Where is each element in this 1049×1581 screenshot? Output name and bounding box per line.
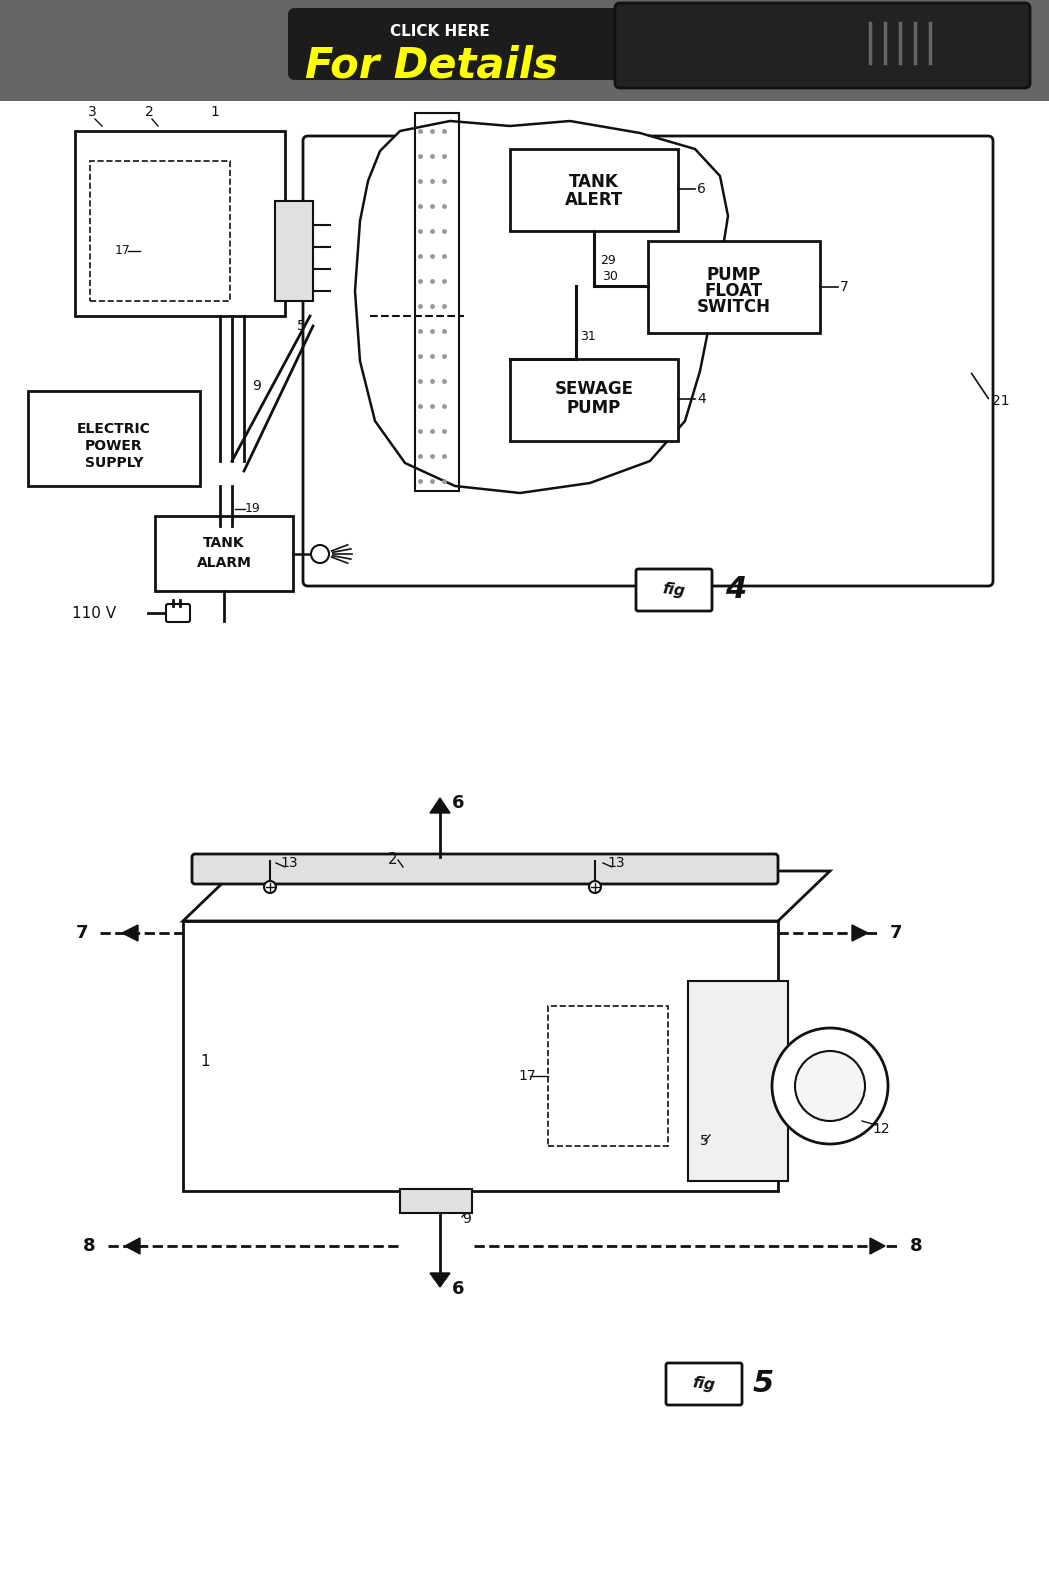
- Circle shape: [795, 1051, 865, 1121]
- Text: 7: 7: [840, 280, 849, 294]
- Polygon shape: [183, 871, 830, 922]
- Text: 17: 17: [518, 1069, 536, 1083]
- Text: ALARM: ALARM: [196, 557, 252, 571]
- Text: 13: 13: [607, 855, 624, 870]
- Text: 2: 2: [388, 852, 398, 866]
- Polygon shape: [122, 925, 138, 941]
- Polygon shape: [430, 798, 450, 813]
- Bar: [510, 359, 678, 441]
- Bar: [74, 131, 285, 316]
- Text: 17: 17: [115, 245, 131, 258]
- Text: 5: 5: [700, 1134, 709, 1148]
- Text: 7: 7: [890, 923, 902, 942]
- Text: 13: 13: [280, 855, 298, 870]
- Text: ALERT: ALERT: [564, 191, 623, 209]
- Text: 1: 1: [210, 104, 219, 119]
- FancyBboxPatch shape: [166, 604, 190, 621]
- FancyBboxPatch shape: [666, 1363, 742, 1406]
- Bar: [400, 1189, 472, 1213]
- Text: 29: 29: [600, 255, 616, 267]
- Circle shape: [264, 881, 276, 893]
- Bar: [0, 721, 1049, 1481]
- Text: 30: 30: [602, 269, 618, 283]
- Text: fig: fig: [662, 580, 686, 599]
- Text: 6: 6: [697, 182, 706, 196]
- Circle shape: [772, 1028, 889, 1145]
- Text: CLICK HERE: CLICK HERE: [390, 24, 490, 38]
- Bar: [688, 980, 788, 1181]
- Polygon shape: [870, 1238, 885, 1254]
- Polygon shape: [355, 122, 728, 493]
- Text: 7: 7: [76, 923, 88, 942]
- Text: SWITCH: SWITCH: [697, 297, 771, 316]
- Text: PUMP: PUMP: [566, 398, 621, 417]
- Bar: [0, 0, 1049, 101]
- Text: 9: 9: [462, 1213, 471, 1225]
- Bar: [415, 112, 459, 492]
- Text: 4: 4: [697, 392, 706, 406]
- Bar: [275, 201, 313, 300]
- Text: PUMP: PUMP: [707, 266, 762, 285]
- Text: 8: 8: [909, 1236, 923, 1255]
- Polygon shape: [852, 925, 868, 941]
- Text: TANK: TANK: [204, 536, 244, 550]
- FancyBboxPatch shape: [636, 569, 712, 610]
- Bar: [0, 101, 1049, 621]
- Polygon shape: [125, 1238, 140, 1254]
- Text: 31: 31: [580, 329, 596, 343]
- FancyBboxPatch shape: [303, 136, 993, 587]
- Text: FLOAT: FLOAT: [705, 281, 763, 300]
- Text: POWER: POWER: [85, 440, 143, 454]
- Circle shape: [588, 881, 601, 893]
- Text: For Details: For Details: [305, 44, 558, 85]
- Text: 8: 8: [83, 1236, 95, 1255]
- Text: 12: 12: [872, 1123, 890, 1137]
- Text: SUPPLY: SUPPLY: [85, 455, 144, 470]
- Text: ELECTRIC: ELECTRIC: [77, 422, 151, 436]
- Text: 2: 2: [145, 104, 154, 119]
- Text: 3: 3: [88, 104, 97, 119]
- Bar: [548, 1006, 668, 1146]
- Text: SEWAGE: SEWAGE: [555, 379, 634, 398]
- FancyBboxPatch shape: [192, 854, 778, 884]
- Bar: [183, 922, 778, 1190]
- Text: 5: 5: [297, 319, 305, 334]
- Text: 9: 9: [252, 379, 261, 394]
- Bar: [90, 161, 230, 300]
- Circle shape: [311, 545, 329, 563]
- Bar: [510, 149, 678, 231]
- FancyBboxPatch shape: [288, 8, 762, 81]
- Text: 6: 6: [452, 794, 465, 813]
- Text: 4: 4: [725, 575, 746, 604]
- Text: 6: 6: [452, 1281, 465, 1298]
- Text: fig: fig: [691, 1375, 716, 1393]
- Polygon shape: [430, 1273, 450, 1287]
- Text: TANK: TANK: [570, 172, 619, 191]
- Text: 110 V: 110 V: [72, 606, 116, 620]
- Bar: [648, 240, 820, 334]
- FancyBboxPatch shape: [615, 3, 1030, 89]
- Text: 21: 21: [992, 394, 1009, 408]
- Bar: [28, 391, 200, 485]
- Text: 1: 1: [200, 1053, 210, 1069]
- Bar: [155, 515, 293, 591]
- Text: 19: 19: [245, 503, 261, 515]
- Text: 5: 5: [753, 1369, 774, 1399]
